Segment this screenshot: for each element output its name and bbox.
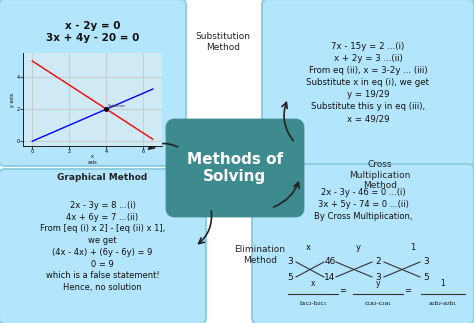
X-axis label: x
axis: x axis	[88, 154, 97, 165]
Text: =: =	[404, 287, 411, 296]
FancyBboxPatch shape	[262, 0, 474, 166]
Text: x - 2y = 0
3x + 4y - 20 = 0: x - 2y = 0 3x + 4y - 20 = 0	[46, 21, 139, 43]
Text: =: =	[339, 287, 346, 296]
FancyBboxPatch shape	[0, 169, 206, 323]
Y-axis label: y axis: y axis	[10, 92, 15, 107]
Text: y: y	[356, 244, 361, 253]
Text: Substitution
Method: Substitution Method	[195, 32, 250, 52]
Text: 3: 3	[423, 257, 429, 266]
Text: 7x - 15y = 2 ...(i)
x + 2y = 3 ...(ii)
From eq (ii), x = 3-2y ... (iii)
Substitu: 7x - 15y = 2 ...(i) x + 2y = 3 ...(ii) F…	[307, 42, 429, 123]
Text: 3: 3	[287, 257, 293, 266]
Text: Methods of
Solving: Methods of Solving	[187, 152, 283, 184]
Text: Solution: Solution	[107, 104, 125, 108]
Text: 2: 2	[375, 257, 381, 266]
Text: 46: 46	[324, 257, 336, 266]
Text: b₁c₂-b₂c₁: b₁c₂-b₂c₁	[300, 301, 327, 306]
Text: 5: 5	[287, 273, 293, 282]
Text: x: x	[306, 244, 310, 253]
Text: 5: 5	[423, 273, 429, 282]
Text: Elimination
Method: Elimination Method	[235, 245, 285, 265]
Text: 3: 3	[375, 273, 381, 282]
Text: Graphical Method: Graphical Method	[57, 173, 147, 182]
FancyBboxPatch shape	[0, 0, 186, 166]
Text: 14: 14	[324, 273, 336, 282]
Text: Cross
Multiplication
Method: Cross Multiplication Method	[349, 160, 410, 190]
FancyBboxPatch shape	[167, 120, 303, 216]
Text: 1: 1	[410, 244, 416, 253]
Text: x: x	[311, 279, 315, 288]
Text: 2x - 3y - 46 = 0 ...(i)
3x + 5y - 74 = 0 ...(ii)
By Cross Multiplication,: 2x - 3y - 46 = 0 ...(i) 3x + 5y - 74 = 0…	[314, 188, 412, 221]
Text: c₁a₂-c₂a₁: c₁a₂-c₂a₁	[365, 301, 392, 306]
Text: y: y	[376, 279, 380, 288]
FancyBboxPatch shape	[252, 164, 474, 323]
Text: 2x - 3y = 8 ...(i)
4x + 6y = 7 ...(ii)
From [eq (i) x 2] - [eq (ii) x 1],
we get: 2x - 3y = 8 ...(i) 4x + 6y = 7 ...(ii) F…	[40, 201, 165, 292]
Text: 1: 1	[441, 279, 446, 288]
Text: a₁b₂-a₂b₁: a₁b₂-a₂b₁	[429, 301, 457, 306]
